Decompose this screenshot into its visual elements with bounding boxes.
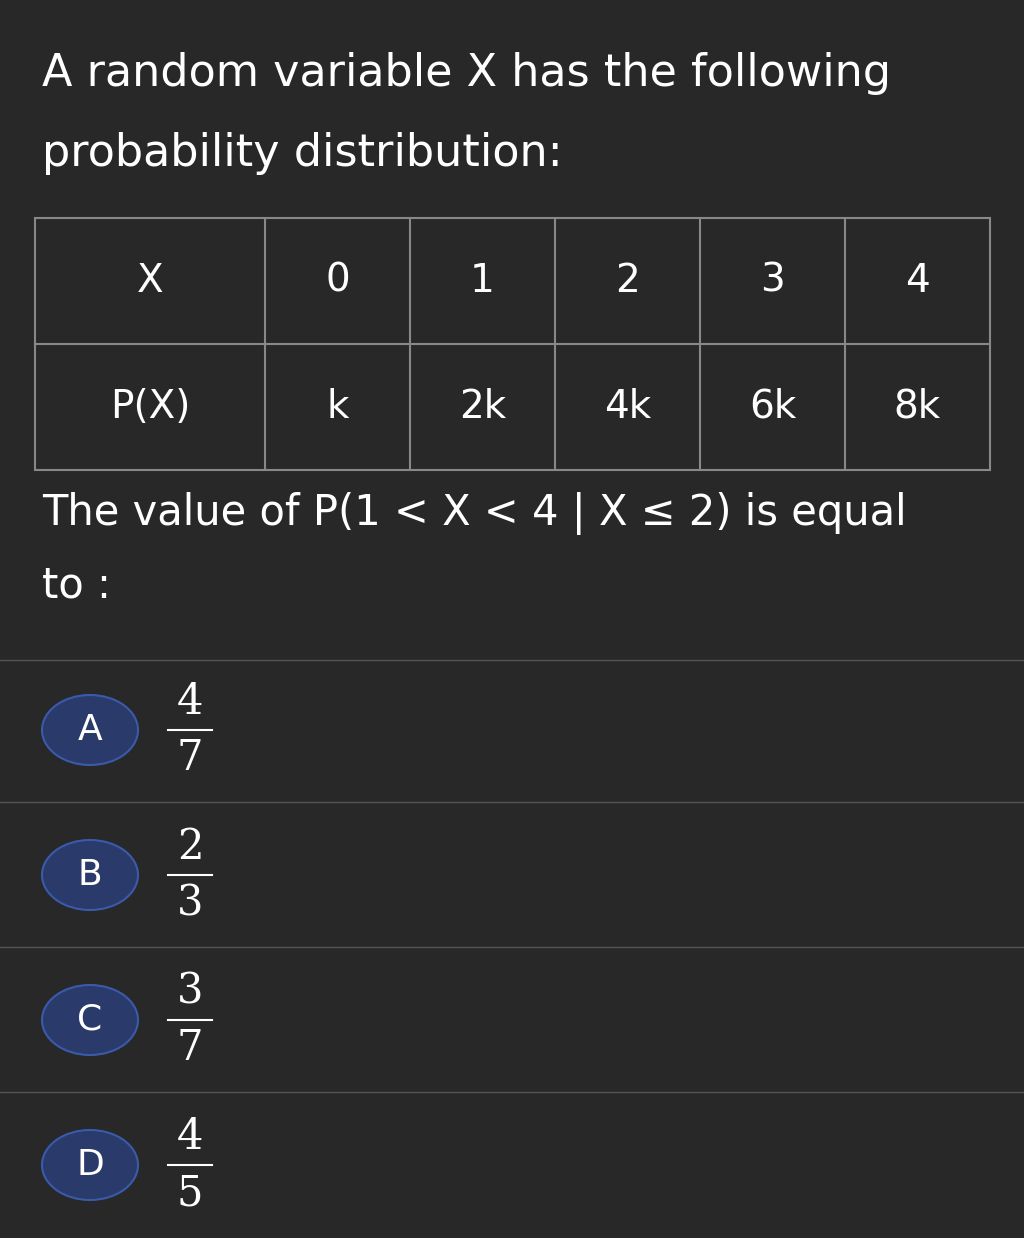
Text: A: A bbox=[78, 713, 102, 747]
Text: 5: 5 bbox=[177, 1172, 203, 1214]
Text: 4: 4 bbox=[177, 1115, 203, 1158]
Text: 2: 2 bbox=[177, 826, 204, 868]
Text: D: D bbox=[76, 1148, 103, 1182]
Ellipse shape bbox=[42, 695, 138, 765]
Ellipse shape bbox=[42, 985, 138, 1055]
Text: 3: 3 bbox=[177, 881, 203, 924]
Text: 2: 2 bbox=[615, 262, 640, 300]
Ellipse shape bbox=[42, 841, 138, 910]
Bar bbox=[35, 218, 990, 470]
Text: A random variable X has the following: A random variable X has the following bbox=[42, 52, 891, 95]
Text: 4: 4 bbox=[905, 262, 930, 300]
Text: C: C bbox=[78, 1003, 102, 1037]
Text: P(X): P(X) bbox=[110, 387, 190, 426]
Text: 1: 1 bbox=[470, 262, 495, 300]
Text: to :: to : bbox=[42, 565, 111, 605]
Text: 6k: 6k bbox=[749, 387, 797, 426]
Text: 3: 3 bbox=[177, 971, 203, 1013]
Text: 2k: 2k bbox=[459, 387, 506, 426]
Text: X: X bbox=[136, 262, 163, 300]
Text: 8k: 8k bbox=[894, 387, 941, 426]
Text: 4k: 4k bbox=[604, 387, 651, 426]
Text: probability distribution:: probability distribution: bbox=[42, 132, 563, 175]
Ellipse shape bbox=[42, 1130, 138, 1200]
Text: 7: 7 bbox=[177, 737, 203, 779]
Text: 0: 0 bbox=[326, 262, 350, 300]
Text: k: k bbox=[327, 387, 349, 426]
Text: The value of P(1 < X < 4 | X ≤ 2) is equal: The value of P(1 < X < 4 | X ≤ 2) is equ… bbox=[42, 491, 906, 535]
Text: B: B bbox=[78, 858, 102, 893]
Text: 3: 3 bbox=[760, 262, 784, 300]
Text: 4: 4 bbox=[177, 681, 203, 723]
Text: 7: 7 bbox=[177, 1028, 203, 1068]
